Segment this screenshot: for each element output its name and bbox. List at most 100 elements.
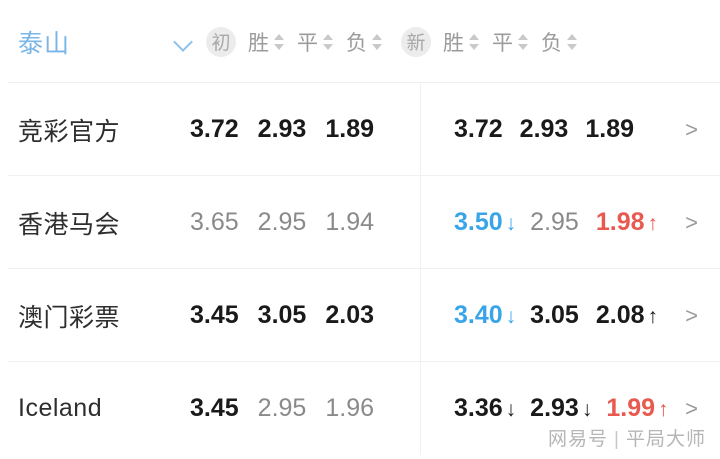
bookmaker-name: 香港马会 <box>18 210 121 239</box>
table-row[interactable]: 香港马会 3.65 2.95 1.94 3.50 ↓ 2.95 1.98 ↑ > <box>0 176 720 269</box>
odd-value: 1.94 <box>325 208 375 236</box>
sort-column-latest-lose[interactable]: 负 <box>541 27 578 57</box>
odd-value: 1.99 <box>606 394 656 422</box>
odd-value: 3.40 <box>454 301 503 329</box>
odd-value: 3.65 <box>190 208 239 236</box>
odd-cell: 1.94 <box>325 208 377 237</box>
odd-arrow-up-icon: ↑ <box>647 305 659 328</box>
odd-cell: 2.93 <box>520 115 572 144</box>
chevron-right-icon[interactable]: > <box>685 302 698 328</box>
sort-updown-icon[interactable] <box>518 33 529 51</box>
latest-odds-group: 3.50 ↓ 2.95 1.98 ↑ <box>454 208 658 237</box>
sort-updown-icon[interactable] <box>274 33 285 51</box>
odd-arrow-down-icon: ↓ <box>505 212 517 235</box>
odd-arrow-up-icon: ↑ <box>658 398 669 421</box>
odd-value: 3.45 <box>190 301 239 329</box>
team-selector[interactable]: 泰山 <box>0 24 140 60</box>
odd-value: 3.72 <box>190 115 239 143</box>
chip-latest[interactable]: 新 <box>401 26 431 57</box>
header-group-initial: 初 胜 平 负 <box>206 26 383 57</box>
odd-value: 2.95 <box>257 208 307 236</box>
odd-cell: 1.99 ↑ <box>606 394 668 423</box>
odd-cell: 3.72 <box>454 115 506 144</box>
odd-value: 2.93 <box>519 115 569 143</box>
chip-initial[interactable]: 初 <box>206 26 236 57</box>
sort-updown-icon[interactable] <box>323 33 334 51</box>
odds-table-body: 竞彩官方 3.72 2.93 1.89 3.72 2.93 1.89 > 香港马… <box>0 83 720 455</box>
odd-cell: 3.65 <box>190 208 242 237</box>
odd-value: 3.45 <box>190 394 239 422</box>
odd-value: 1.96 <box>325 394 375 422</box>
team-name: 泰山 <box>18 29 71 58</box>
watermark-separator: | <box>614 429 620 450</box>
odd-value: 1.89 <box>585 115 635 143</box>
odd-cell: 2.93 <box>258 115 310 144</box>
odd-cell: 2.03 <box>325 301 377 330</box>
odd-value: 3.36 <box>454 394 503 422</box>
odd-cell: 3.45 <box>190 301 242 330</box>
table-row[interactable]: 澳门彩票 3.45 3.05 2.03 3.40 ↓ 3.05 2.08 ↑ > <box>0 269 720 362</box>
odd-value: 2.95 <box>530 208 579 236</box>
odd-value: 2.95 <box>257 394 307 422</box>
sort-updown-icon[interactable] <box>567 33 578 51</box>
initial-odds-group: 3.72 2.93 1.89 <box>190 115 420 144</box>
chevron-right-icon[interactable]: > <box>685 116 698 142</box>
bookmaker-name: 竞彩官方 <box>18 117 121 146</box>
odd-cell: 3.36 ↓ <box>454 394 516 423</box>
initial-odds-group: 3.45 3.05 2.03 <box>190 301 420 330</box>
column-group-divider <box>420 83 421 455</box>
watermark-author: 平局大师 <box>625 429 706 450</box>
odd-cell: 1.89 <box>585 115 637 144</box>
sort-column-initial-lose[interactable]: 负 <box>346 27 383 57</box>
odd-cell: 2.95 <box>258 208 310 237</box>
odd-value: 2.03 <box>325 301 375 329</box>
initial-odds-group: 3.65 2.95 1.94 <box>190 208 420 237</box>
odd-cell: 2.95 <box>258 394 310 423</box>
sort-column-label: 胜 <box>248 31 269 55</box>
odd-cell: 3.45 <box>190 394 242 423</box>
odd-arrow-up-icon: ↑ <box>647 212 659 235</box>
sort-column-latest-win[interactable]: 胜 <box>443 27 480 57</box>
odd-cell: 2.08 ↑ <box>596 301 658 330</box>
odd-value: 1.98 <box>595 208 645 236</box>
odd-value: 2.93 <box>257 115 307 143</box>
odd-value: 1.89 <box>325 115 375 143</box>
odd-value: 3.72 <box>454 115 503 143</box>
watermark-source: 网易号 <box>548 429 609 450</box>
watermark: 网易号 | 平局大师 <box>548 424 706 451</box>
bookmaker-name: 澳门彩票 <box>18 303 121 332</box>
table-row[interactable]: 竞彩官方 3.72 2.93 1.89 3.72 2.93 1.89 > <box>0 83 720 176</box>
odd-arrow-down-icon: ↓ <box>581 398 593 421</box>
odd-cell: 3.05 <box>530 301 582 330</box>
sort-column-label: 负 <box>346 31 367 55</box>
chevron-right-icon[interactable]: > <box>685 209 698 235</box>
sort-updown-icon[interactable] <box>469 33 480 51</box>
odd-value: 3.50 <box>454 208 503 236</box>
odd-cell: 3.72 <box>190 115 242 144</box>
sort-column-label: 平 <box>492 31 513 55</box>
latest-odds-group: 3.36 ↓ 2.93 ↓ 1.99 ↑ <box>454 394 669 423</box>
odd-value: 2.93 <box>530 394 579 422</box>
odd-value: 2.08 <box>595 301 645 329</box>
sort-column-label: 负 <box>541 31 562 55</box>
odd-cell: 2.95 <box>530 208 582 237</box>
odd-cell: 3.40 ↓ <box>454 301 516 330</box>
initial-odds-group: 3.45 2.95 1.96 <box>190 394 420 423</box>
odd-arrow-down-icon: ↓ <box>505 305 517 328</box>
odd-cell: 3.05 <box>258 301 310 330</box>
table-row[interactable]: Iceland 3.45 2.95 1.96 3.36 ↓ 2.93 ↓ 1.99 ↑… <box>0 362 720 455</box>
sort-updown-icon[interactable] <box>372 33 383 51</box>
odd-cell: 1.96 <box>325 394 377 423</box>
sort-column-label: 胜 <box>443 31 464 55</box>
chevron-right-icon[interactable]: > <box>685 395 698 421</box>
chevron-down-icon[interactable] <box>174 32 194 52</box>
sort-column-initial-draw[interactable]: 平 <box>297 27 334 57</box>
odd-cell: 1.89 <box>325 115 377 144</box>
sort-column-initial-win[interactable]: 胜 <box>248 27 285 57</box>
odd-cell: 2.93 ↓ <box>530 394 592 423</box>
sort-column-label: 平 <box>297 31 318 55</box>
odds-table-header: 泰山 初 胜 平 负 新 胜 平 负 <box>0 0 720 83</box>
sort-column-latest-draw[interactable]: 平 <box>492 27 529 57</box>
odd-arrow-down-icon: ↓ <box>505 398 517 421</box>
header-group-latest: 新 胜 平 负 <box>401 26 578 57</box>
